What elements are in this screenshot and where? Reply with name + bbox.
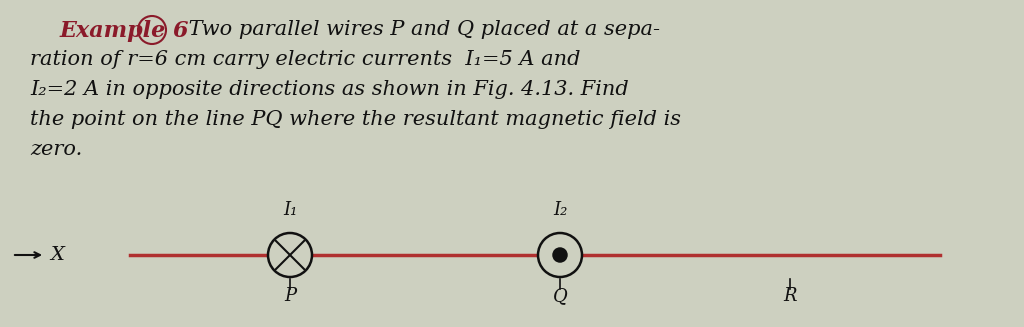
Text: I₂=2 A in opposite directions as shown in Fig. 4.13. Find: I₂=2 A in opposite directions as shown i… — [30, 80, 629, 99]
Text: X: X — [50, 246, 63, 264]
Circle shape — [553, 248, 567, 262]
Text: Example 6: Example 6 — [60, 20, 189, 42]
Text: Two parallel wires P and Q placed at a sepa-: Two parallel wires P and Q placed at a s… — [182, 20, 660, 39]
Circle shape — [268, 233, 312, 277]
Text: zero.: zero. — [30, 140, 82, 159]
Text: R: R — [783, 287, 797, 305]
Text: I₂: I₂ — [553, 201, 567, 219]
Text: P: P — [284, 287, 296, 305]
Text: Q: Q — [553, 287, 567, 305]
Text: I₁: I₁ — [283, 201, 297, 219]
Text: the point on the line PQ where the resultant magnetic field is: the point on the line PQ where the resul… — [30, 110, 681, 129]
Circle shape — [538, 233, 582, 277]
Text: ration of r=6 cm carry electric currents  I₁=5 A and: ration of r=6 cm carry electric currents… — [30, 50, 581, 69]
